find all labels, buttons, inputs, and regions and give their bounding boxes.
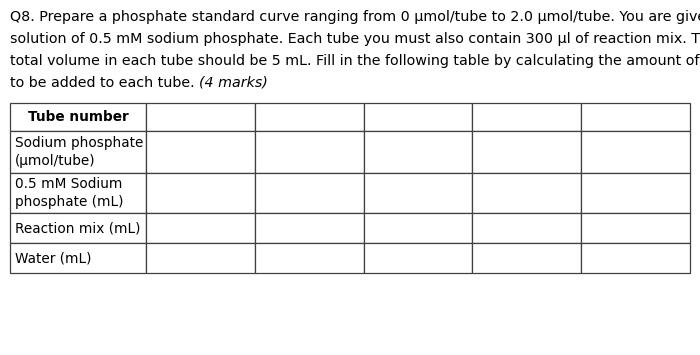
Text: solution of 0.5 mM sodium phosphate. Each tube you must also contain 300 μl of r: solution of 0.5 mM sodium phosphate. Eac… [10,32,700,46]
Bar [10,213,146,243]
Bar [473,103,581,131]
Text: Water (mL): Water (mL) [15,251,92,265]
Bar [473,173,581,213]
Bar [10,173,146,213]
Bar [146,213,255,243]
Text: total volume in each tube should be 5 mL. Fill in the following table by calcula: total volume in each tube should be 5 mL… [10,54,700,68]
Text: Sodium phosphate
(μmol/tube): Sodium phosphate (μmol/tube) [15,136,144,168]
Text: Q8. Prepare a phosphate standard curve ranging from 0 μmol/tube to 2.0 μmol/tube: Q8. Prepare a phosphate standard curve r… [10,10,700,24]
Bar [255,103,363,131]
Bar [473,243,581,273]
Text: to be added to each tube.: to be added to each tube. [10,76,199,90]
Bar [581,213,690,243]
Bar [363,213,472,243]
Bar [473,213,581,243]
Text: (4 marks): (4 marks) [199,76,268,90]
Bar [10,131,146,173]
Bar [581,173,690,213]
Text: 0.5 mM Sodium
phosphate (mL): 0.5 mM Sodium phosphate (mL) [15,177,123,209]
Bar [146,243,255,273]
Bar [10,243,146,273]
Bar [146,173,255,213]
Bar [255,131,363,173]
Text: Tube number: Tube number [27,110,128,124]
Bar [255,213,363,243]
Bar [581,243,690,273]
Bar [473,131,581,173]
Bar [363,243,472,273]
Bar [581,131,690,173]
Text: Reaction mix (mL): Reaction mix (mL) [15,221,141,235]
Bar [146,103,255,131]
Bar [10,103,146,131]
Bar [363,103,472,131]
Bar [363,173,472,213]
Bar [255,243,363,273]
Bar [363,131,472,173]
Bar [146,131,255,173]
Bar [581,103,690,131]
Bar [255,173,363,213]
